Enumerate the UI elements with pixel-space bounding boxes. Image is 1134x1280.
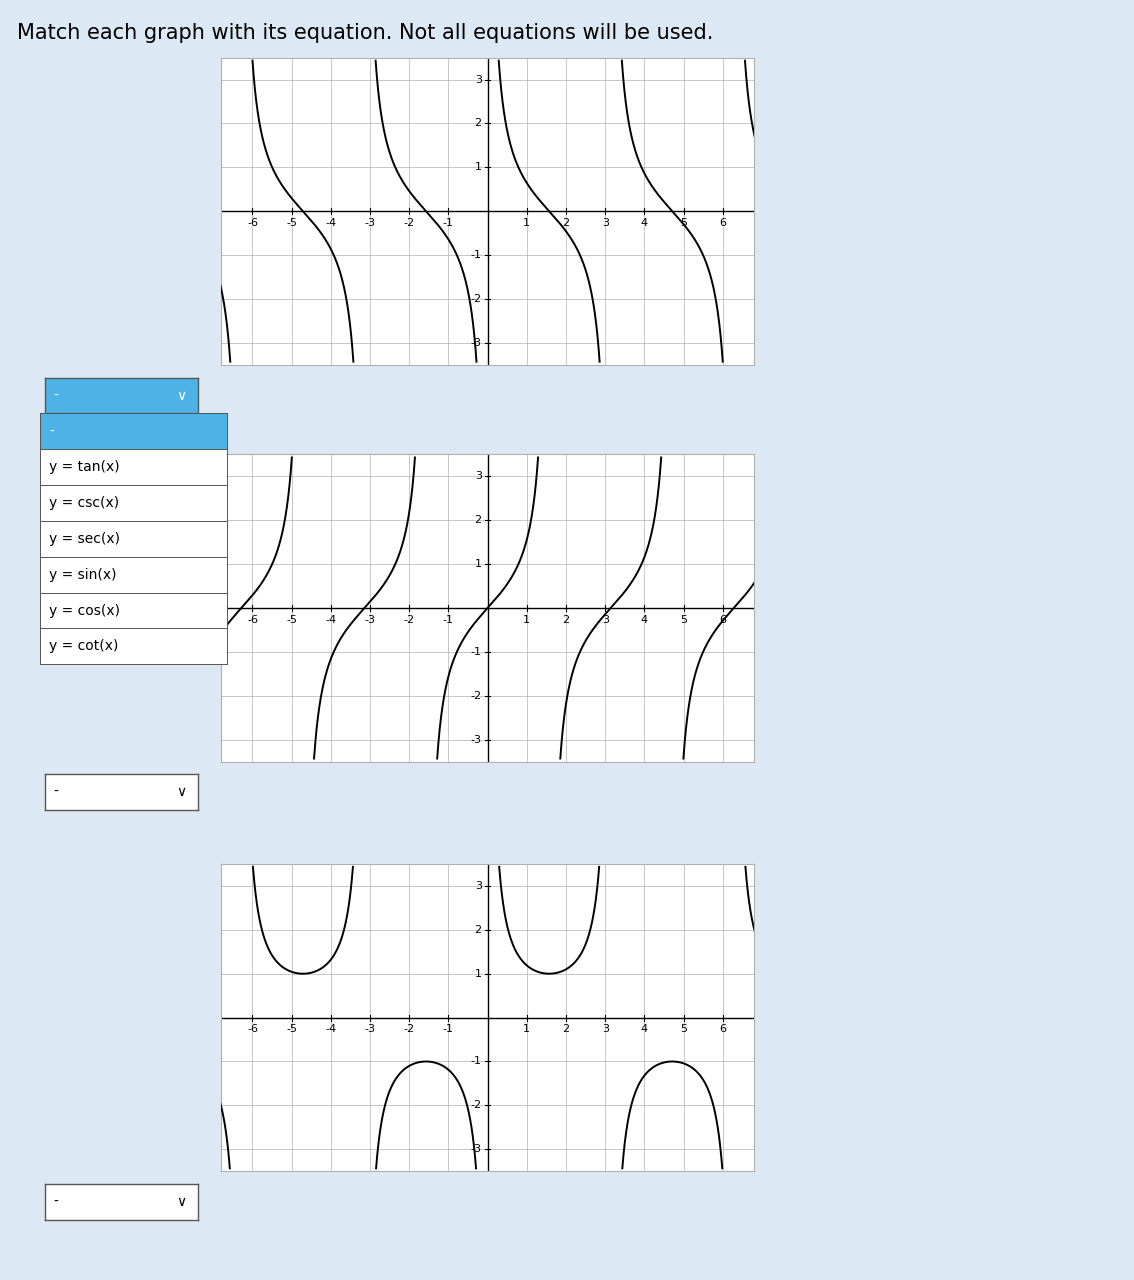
Text: 3: 3 (602, 1024, 609, 1034)
Text: 1: 1 (523, 1024, 531, 1034)
Text: -4: -4 (325, 614, 337, 625)
Text: 4: 4 (641, 1024, 648, 1034)
Text: 6: 6 (719, 1024, 726, 1034)
Text: 1: 1 (475, 969, 482, 979)
Text: y = cot(x): y = cot(x) (49, 640, 118, 653)
Text: -1: -1 (443, 1024, 454, 1034)
Text: ∨: ∨ (176, 389, 186, 402)
Text: y = sin(x): y = sin(x) (49, 568, 117, 581)
Text: -1: -1 (471, 1056, 482, 1066)
Text: 6: 6 (719, 218, 726, 228)
Text: -6: -6 (247, 218, 257, 228)
Text: -5: -5 (286, 1024, 297, 1034)
Text: 4: 4 (641, 218, 648, 228)
Text: -2: -2 (471, 691, 482, 700)
Text: 4: 4 (641, 614, 648, 625)
Text: 5: 5 (680, 1024, 687, 1034)
Text: -6: -6 (247, 1024, 257, 1034)
Text: 2: 2 (562, 1024, 569, 1034)
Text: 3: 3 (475, 471, 482, 481)
Text: 2: 2 (475, 925, 482, 934)
Text: 3: 3 (602, 218, 609, 228)
Text: y = csc(x): y = csc(x) (49, 497, 119, 509)
Text: 3: 3 (475, 74, 482, 84)
Text: ∨: ∨ (176, 786, 186, 799)
Text: -3: -3 (471, 338, 482, 348)
Text: -2: -2 (404, 218, 415, 228)
Text: -: - (53, 1196, 58, 1208)
Text: -3: -3 (471, 735, 482, 745)
Text: 3: 3 (602, 614, 609, 625)
Text: -5: -5 (286, 614, 297, 625)
Text: 2: 2 (475, 119, 482, 128)
Text: -: - (49, 425, 54, 438)
Text: -4: -4 (325, 1024, 337, 1034)
Text: 2: 2 (562, 614, 569, 625)
Text: -2: -2 (471, 1101, 482, 1110)
Text: y = sec(x): y = sec(x) (49, 532, 120, 545)
Text: 1: 1 (475, 163, 482, 173)
Text: y = tan(x): y = tan(x) (49, 461, 120, 474)
Text: -: - (53, 786, 58, 799)
Text: -1: -1 (471, 250, 482, 260)
Text: -2: -2 (404, 614, 415, 625)
Text: -6: -6 (247, 614, 257, 625)
Text: -2: -2 (404, 1024, 415, 1034)
Text: -3: -3 (471, 1144, 482, 1155)
Text: 5: 5 (680, 614, 687, 625)
Text: 2: 2 (475, 516, 482, 525)
Text: 1: 1 (475, 559, 482, 570)
Text: -5: -5 (286, 218, 297, 228)
Text: -1: -1 (443, 218, 454, 228)
Text: -4: -4 (325, 218, 337, 228)
Text: -3: -3 (364, 1024, 375, 1034)
Text: -: - (53, 389, 58, 402)
Text: 1: 1 (523, 614, 531, 625)
Text: -1: -1 (443, 614, 454, 625)
Text: 6: 6 (719, 614, 726, 625)
Text: ∨: ∨ (176, 1196, 186, 1208)
Text: 5: 5 (680, 218, 687, 228)
Text: -3: -3 (364, 614, 375, 625)
Text: y = cos(x): y = cos(x) (49, 604, 120, 617)
Text: -2: -2 (471, 294, 482, 303)
Text: -1: -1 (471, 646, 482, 657)
Text: 2: 2 (562, 218, 569, 228)
Text: 1: 1 (523, 218, 531, 228)
Text: -3: -3 (364, 218, 375, 228)
Text: Match each graph with its equation. Not all equations will be used.: Match each graph with its equation. Not … (17, 23, 713, 44)
Text: 3: 3 (475, 881, 482, 891)
